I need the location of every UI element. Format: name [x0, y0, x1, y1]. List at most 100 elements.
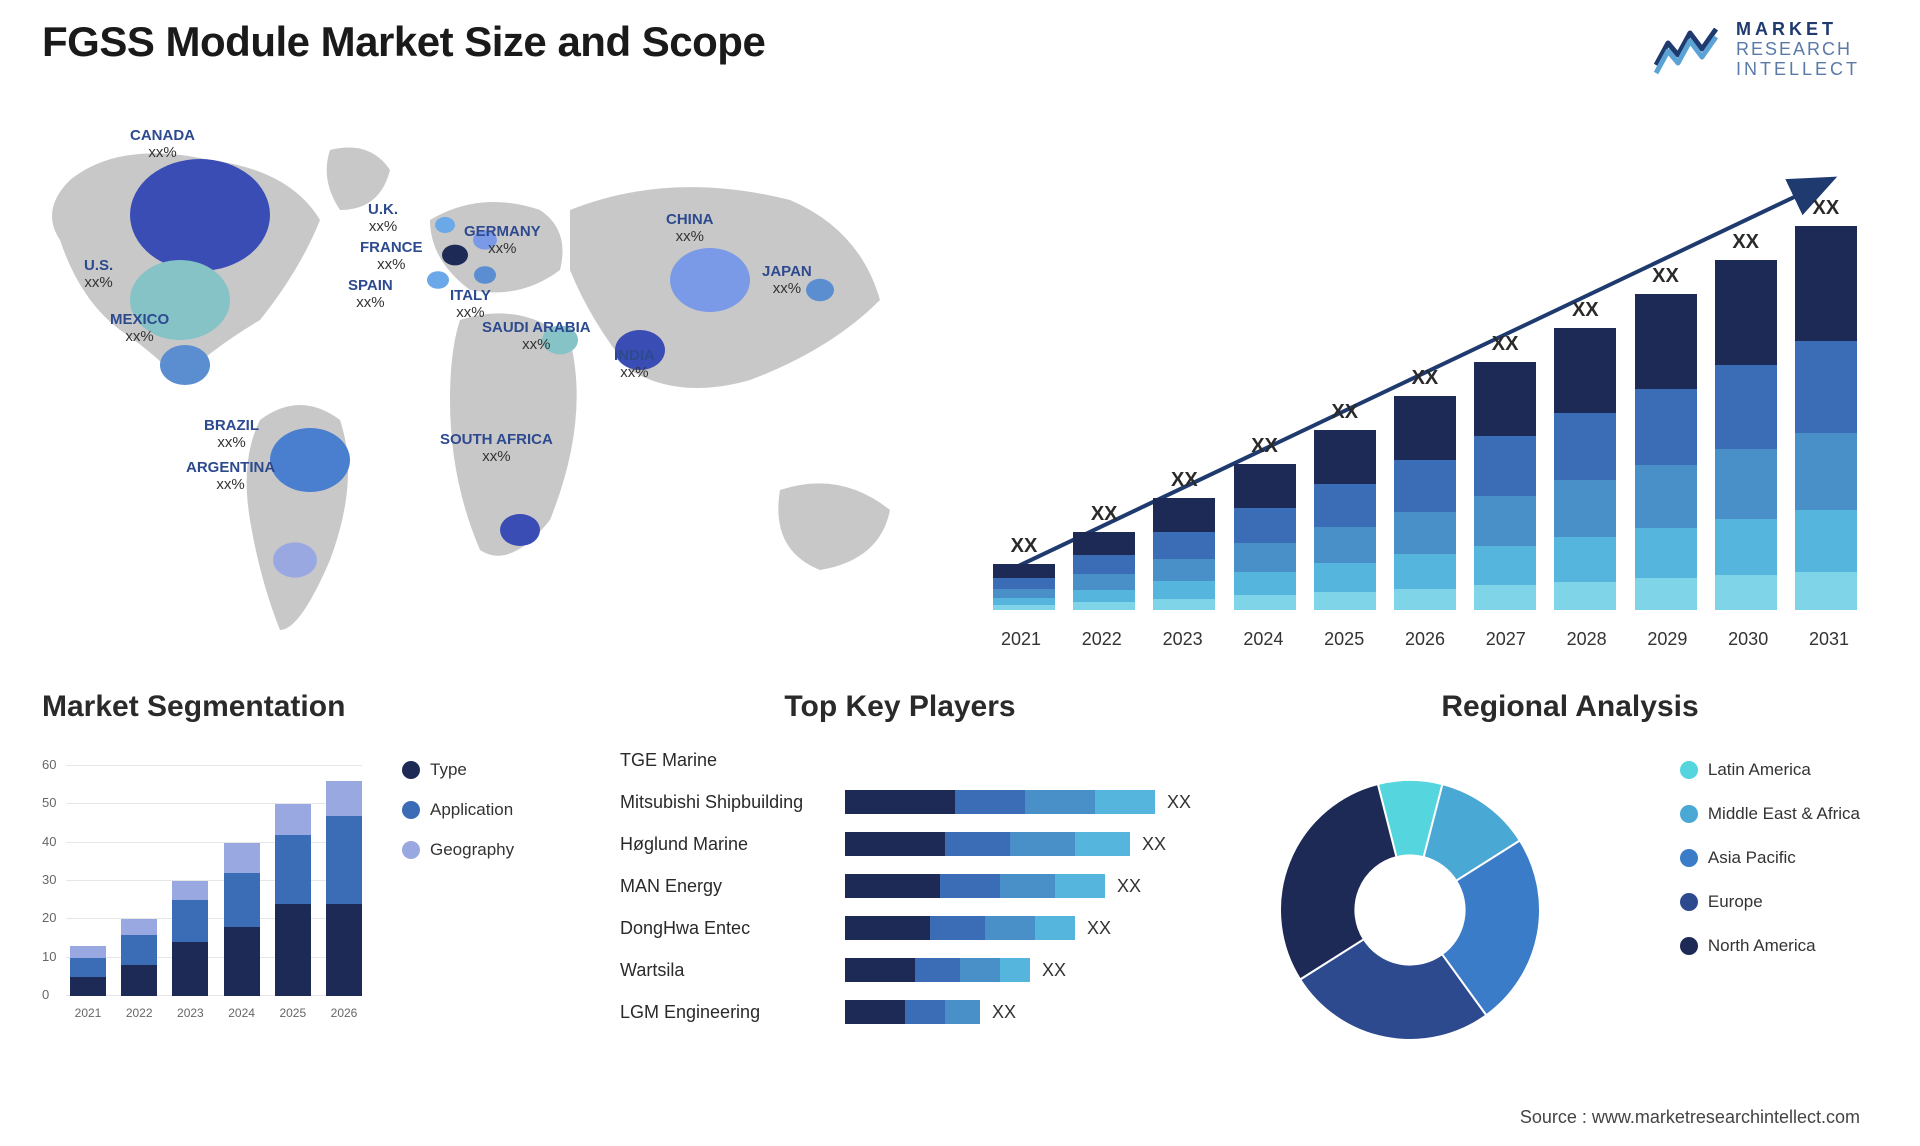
growth-bar: XX: [1551, 299, 1619, 610]
segmentation-chart: 0102030405060 202120222023202420252026: [42, 744, 362, 1024]
seg-y-tick: 40: [42, 834, 56, 849]
growth-year-label: 2029: [1636, 629, 1698, 650]
growth-bar-value: XX: [1171, 469, 1198, 492]
seg-x-tick: 2024: [224, 1006, 260, 1020]
seg-bar: [172, 881, 208, 996]
brand-logo: MARKET RESEARCH INTELLECT: [1654, 20, 1860, 79]
growth-bar-value: XX: [1091, 503, 1118, 526]
growth-bar: XX: [1231, 435, 1299, 610]
player-value: XX: [1117, 876, 1141, 897]
seg-bar: [70, 946, 106, 996]
seg-y-tick: 10: [42, 949, 56, 964]
growth-bar-value: XX: [1572, 299, 1599, 322]
player-name: MAN Energy: [620, 876, 845, 897]
player-name: Høglund Marine: [620, 834, 845, 855]
player-name: Mitsubishi Shipbuilding: [620, 792, 845, 813]
seg-x-tick: 2022: [121, 1006, 157, 1020]
growth-year-label: 2024: [1232, 629, 1294, 650]
key-players-title: Top Key Players: [620, 690, 1180, 724]
map-country-label: BRAZILxx%: [204, 418, 259, 451]
growth-year-label: 2021: [990, 629, 1052, 650]
player-name: TGE Marine: [620, 750, 845, 771]
map-country-label: GERMANYxx%: [464, 224, 541, 257]
map-country-label: SPAINxx%: [348, 278, 393, 311]
growth-year-label: 2026: [1394, 629, 1456, 650]
key-players-list: TGE MarineMitsubishi ShipbuildingXXHøglu…: [620, 742, 1260, 1030]
player-row: Wartsila XX: [620, 952, 1260, 988]
growth-bar: XX: [1792, 197, 1860, 610]
seg-y-tick: 0: [42, 987, 49, 1002]
map-country-label: INDIAxx%: [614, 348, 655, 381]
player-row: Høglund Marine XX: [620, 826, 1260, 862]
legend-item: Asia Pacific: [1680, 848, 1860, 868]
map-country-label: U.K.xx%: [368, 202, 398, 235]
map-country-label: U.S.xx%: [84, 258, 113, 291]
growth-year-label: 2031: [1798, 629, 1860, 650]
legend-item: Type: [402, 760, 514, 780]
growth-bar-value: XX: [1652, 265, 1679, 288]
growth-bar: XX: [990, 535, 1058, 610]
growth-bar-value: XX: [1492, 333, 1519, 356]
page-title: FGSS Module Market Size and Scope: [42, 18, 765, 66]
segmentation-section: Market Segmentation 0 10 20 30 40 50 60 2021 20…: [42, 690, 542, 1024]
player-value: XX: [1042, 960, 1066, 981]
seg-y-tick: 50: [42, 795, 56, 810]
regional-legend: Latin AmericaMiddle East & AfricaAsia Pa…: [1680, 760, 1860, 956]
map-country-label: CHINAxx%: [666, 212, 714, 245]
player-name: Wartsila: [620, 960, 845, 981]
segmentation-title: Market Segmentation: [42, 690, 542, 724]
growth-bar: XX: [1712, 231, 1780, 610]
growth-year-label: 2023: [1152, 629, 1214, 650]
player-name: LGM Engineering: [620, 1002, 845, 1023]
legend-item: Geography: [402, 840, 514, 860]
player-row: DongHwa EntecXX: [620, 910, 1260, 946]
player-row: MAN Energy XX: [620, 868, 1260, 904]
player-value: XX: [1167, 792, 1191, 813]
segmentation-legend: TypeApplicationGeography: [402, 760, 514, 860]
growth-bar: XX: [1150, 469, 1218, 610]
map-country-label: SAUDI ARABIAxx%: [482, 320, 591, 353]
growth-year-label: 2025: [1313, 629, 1375, 650]
map-country-label: JAPANxx%: [762, 264, 812, 297]
growth-bar-value: XX: [1331, 401, 1358, 424]
growth-year-label: 2030: [1717, 629, 1779, 650]
seg-y-tick: 20: [42, 910, 56, 925]
growth-year-label: 2027: [1475, 629, 1537, 650]
map-country-label: MEXICOxx%: [110, 312, 169, 345]
map-country-label: ARGENTINAxx%: [186, 460, 275, 493]
map-country-label: CANADAxx%: [130, 128, 195, 161]
growth-bar-chart: XXXXXXXXXXXXXXXXXXXXXX 20212022202320242…: [990, 150, 1860, 650]
growth-bar-value: XX: [1011, 535, 1038, 558]
player-value: XX: [992, 1002, 1016, 1023]
growth-bar-value: XX: [1813, 197, 1840, 220]
regional-title: Regional Analysis: [1280, 690, 1860, 724]
player-row: TGE Marine: [620, 742, 1260, 778]
growth-bar: XX: [1311, 401, 1379, 610]
regional-section: Regional Analysis Latin AmericaMiddle Ea…: [1280, 690, 1860, 724]
growth-bar: XX: [1391, 367, 1459, 610]
world-map-svg: [30, 120, 940, 660]
seg-bar: [326, 781, 362, 996]
seg-x-tick: 2026: [326, 1006, 362, 1020]
legend-item: Europe: [1680, 892, 1860, 912]
logo-mark-icon: [1654, 25, 1724, 75]
seg-bar: [224, 843, 260, 996]
logo-text-3: INTELLECT: [1736, 60, 1860, 80]
growth-bar: XX: [1632, 265, 1700, 610]
seg-y-tick: 30: [42, 872, 56, 887]
player-value: XX: [1087, 918, 1111, 939]
key-players-section: Top Key Players TGE Marine Mitsubishi Shi…: [620, 690, 1260, 1030]
player-value: XX: [1142, 834, 1166, 855]
player-row: Mitsubishi Shipbuilding XX: [620, 784, 1260, 820]
seg-bar: [121, 919, 157, 996]
map-country-label: FRANCExx%: [360, 240, 423, 273]
map-country-label: SOUTH AFRICAxx%: [440, 432, 553, 465]
growth-bar: XX: [1070, 503, 1138, 610]
legend-item: North America: [1680, 936, 1860, 956]
seg-x-tick: 2021: [70, 1006, 106, 1020]
source-attribution: Source : www.marketresearchintellect.com: [1520, 1107, 1860, 1128]
map-country-label: ITALYxx%: [450, 288, 491, 321]
seg-y-tick: 60: [42, 757, 56, 772]
legend-item: Middle East & Africa: [1680, 804, 1860, 824]
player-row: LGM Engineering XX: [620, 994, 1260, 1030]
